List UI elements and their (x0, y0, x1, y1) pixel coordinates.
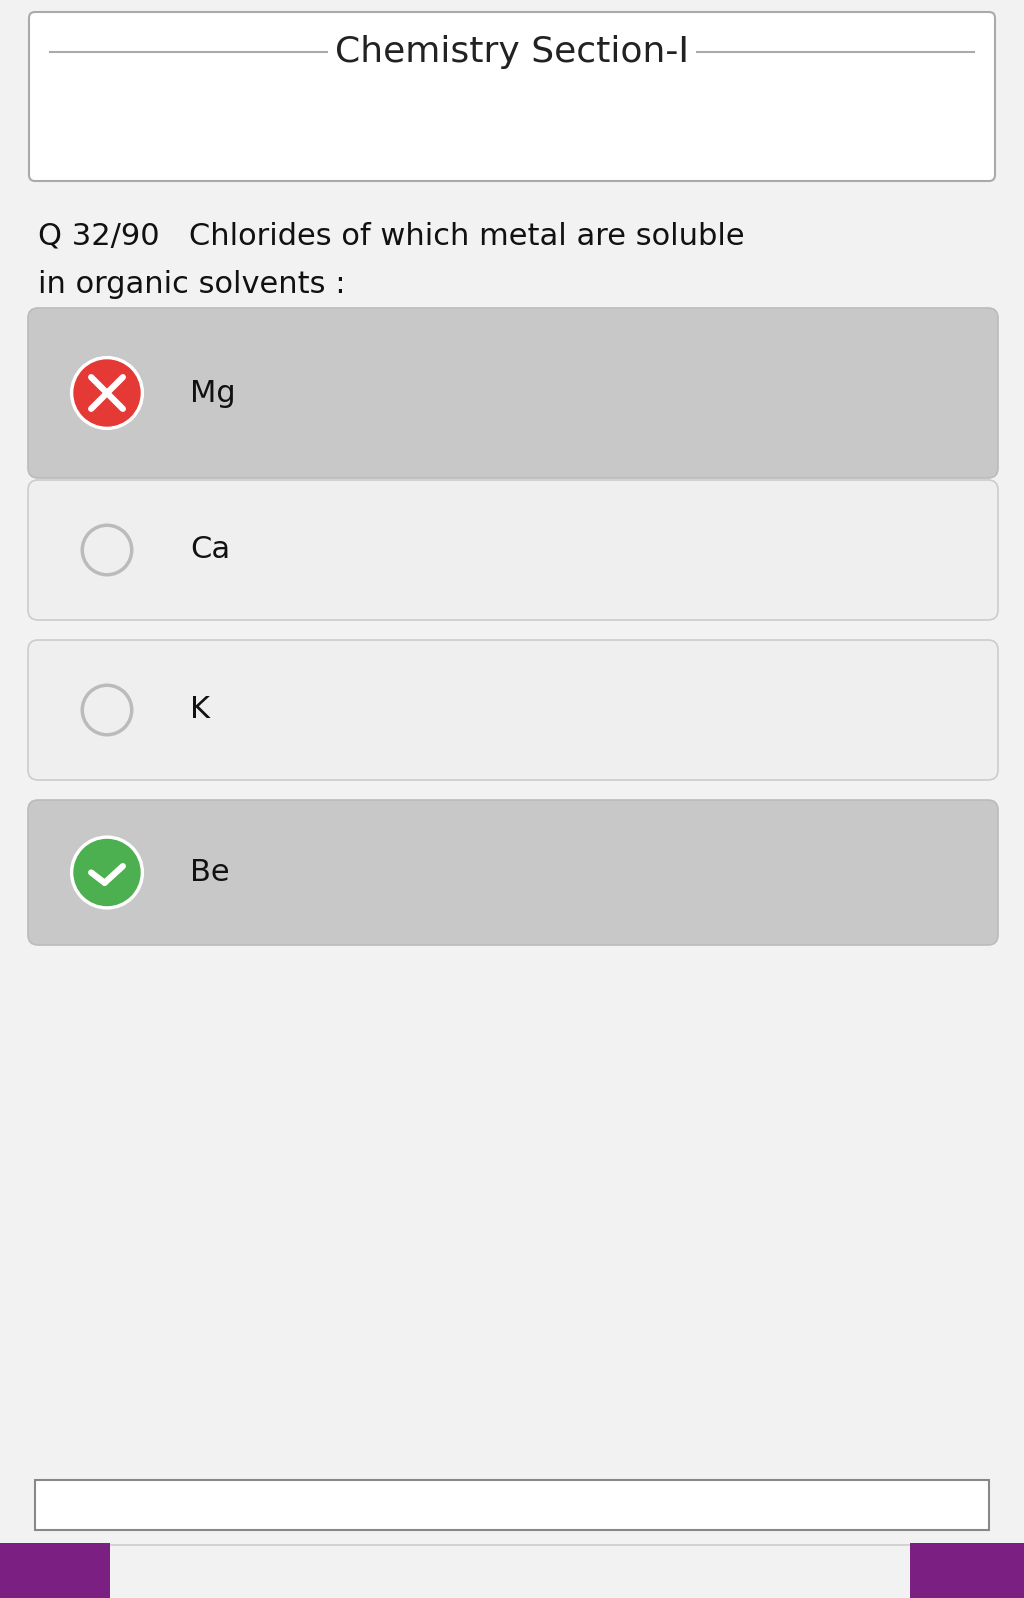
FancyBboxPatch shape (28, 308, 998, 478)
Text: Q 32/90   Chlorides of which metal are soluble: Q 32/90 Chlorides of which metal are sol… (38, 222, 744, 251)
Bar (0, 1544, 110, 1598)
FancyBboxPatch shape (28, 479, 998, 620)
Circle shape (74, 839, 140, 906)
Text: Chemistry Section-I: Chemistry Section-I (335, 35, 689, 69)
Bar (43, 78, 981, 169)
Text: Be: Be (190, 858, 229, 887)
Bar (910, 1544, 1024, 1598)
Circle shape (74, 360, 140, 427)
Text: in organic solvents :: in organic solvents : (38, 270, 345, 299)
Circle shape (82, 686, 132, 735)
FancyBboxPatch shape (29, 13, 995, 181)
Circle shape (82, 526, 132, 575)
Text: Ca: Ca (190, 535, 230, 564)
Text: K: K (190, 695, 210, 724)
FancyBboxPatch shape (28, 641, 998, 780)
Text: Mg: Mg (190, 379, 236, 407)
FancyBboxPatch shape (28, 801, 998, 944)
Bar (35, 1480, 989, 1529)
